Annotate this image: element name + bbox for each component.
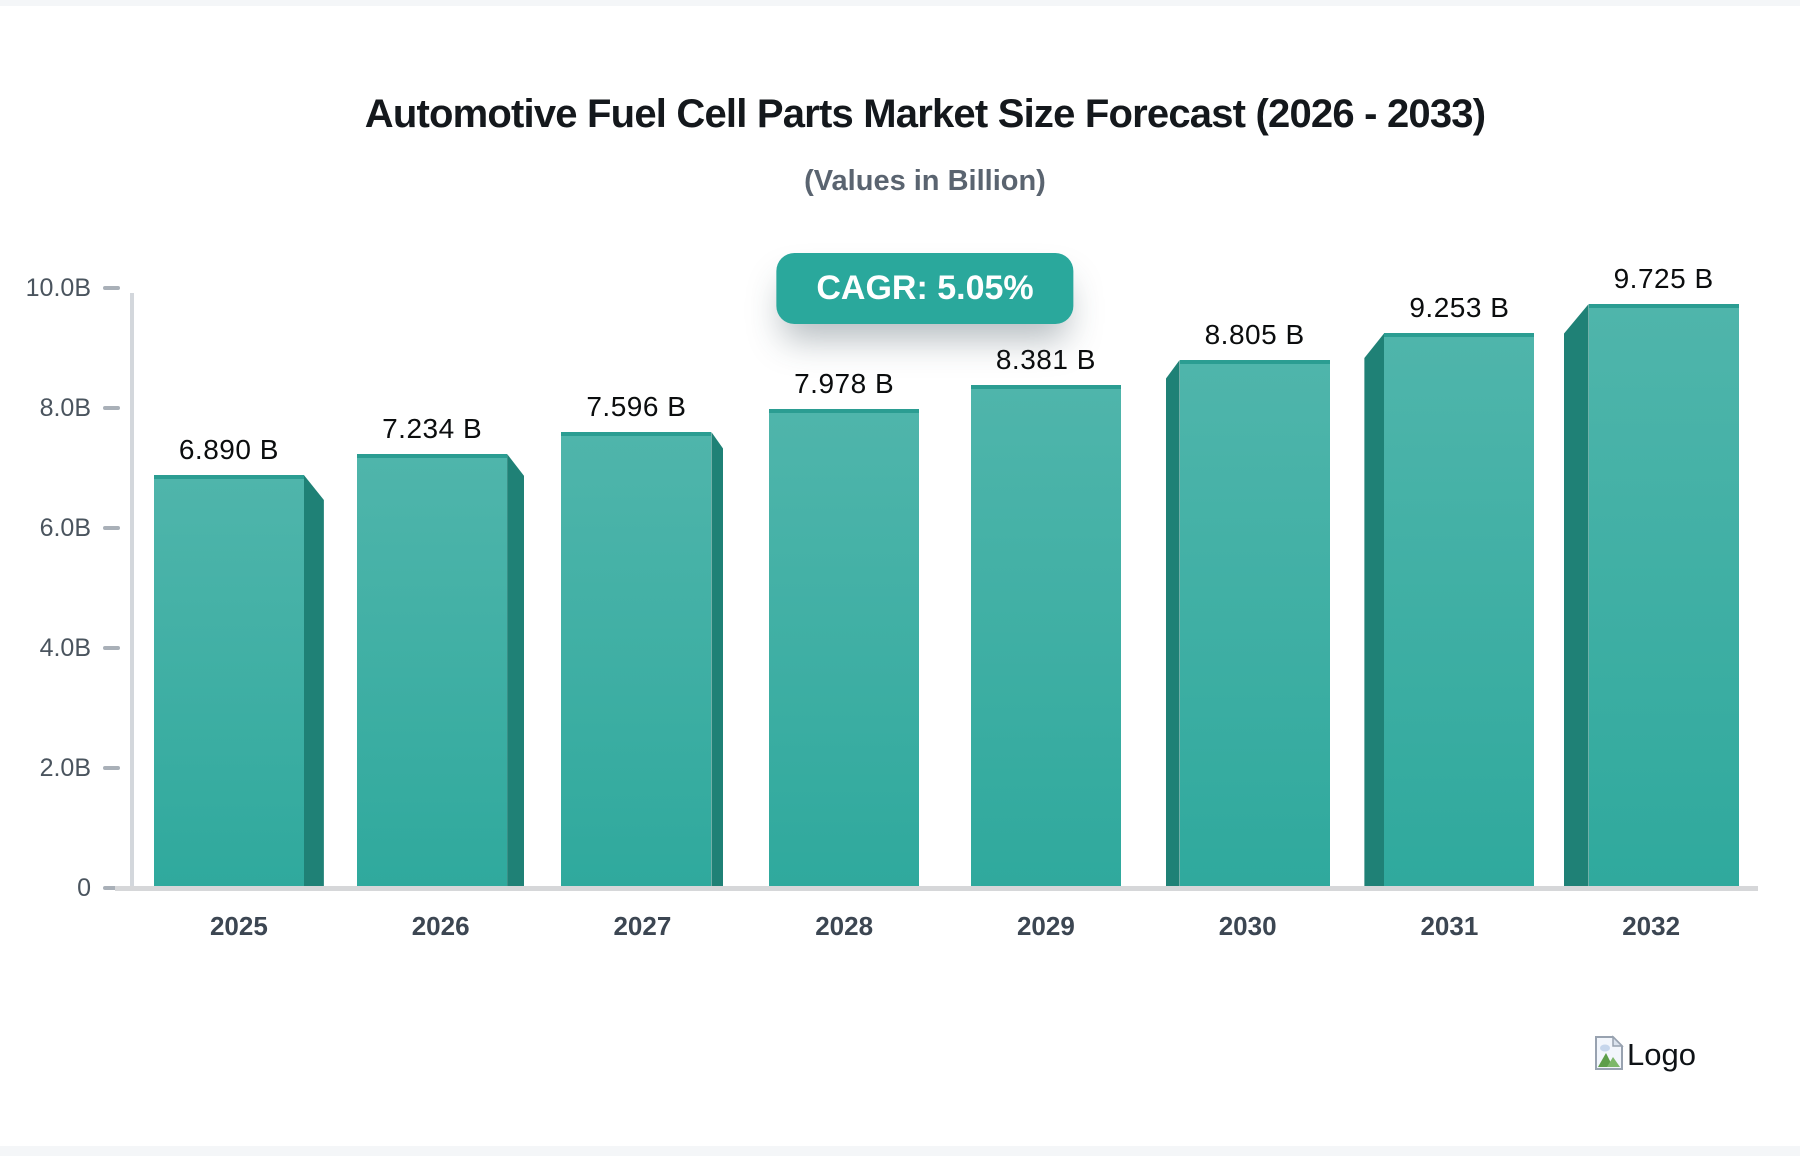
bar-group: 7.234 B xyxy=(340,413,542,888)
y-axis-tick-mark xyxy=(103,286,120,290)
x-axis-category-label: 2025 xyxy=(209,911,268,941)
chart-subtitle: (Values in Billion) xyxy=(804,165,1046,197)
bar-group: 9.725 B xyxy=(1550,263,1752,888)
x-axis-line xyxy=(115,886,1758,891)
cagr-badge: CAGR: 5.05% xyxy=(776,253,1074,324)
bar-front-face xyxy=(561,432,712,888)
bar[interactable] xyxy=(1165,360,1330,888)
y-axis-tick-mark xyxy=(103,766,120,770)
bar[interactable] xyxy=(153,475,324,888)
y-axis-tick: 0 xyxy=(0,873,120,903)
bar-group: 8.381 B xyxy=(945,344,1147,888)
bar-front-face xyxy=(970,385,1121,888)
bar-value-label: 9.253 B xyxy=(1409,292,1510,323)
y-axis-tick-label: 8.0B xyxy=(39,393,91,422)
bar[interactable] xyxy=(769,409,920,888)
y-axis-tick-label: 0 xyxy=(77,873,91,902)
bar-side-face xyxy=(507,454,525,888)
y-axis-line xyxy=(130,293,134,888)
bar-side-face xyxy=(1364,333,1385,888)
bar-group: 6.890 B xyxy=(138,434,340,888)
y-axis-tick-label: 2.0B xyxy=(39,753,91,782)
bar-front-face xyxy=(1384,333,1535,888)
logo: Logo xyxy=(1593,1034,1696,1072)
bar-group: 7.978 B xyxy=(743,368,945,888)
bar-side-face xyxy=(1165,360,1180,888)
bar-group: 7.596 B xyxy=(542,391,744,888)
x-axis-category-label: 2030 xyxy=(1218,911,1277,941)
y-axis-tick-mark xyxy=(103,886,120,890)
x-axis-labels: 2025 2026 2027 2028 2029 2030 2031 2032 xyxy=(138,911,1752,942)
chart-card: Automotive Fuel Cell Parts Market Size F… xyxy=(0,6,1800,1146)
bar-value-label: 6.890 B xyxy=(178,434,279,465)
y-axis-tick: 4.0B xyxy=(0,633,120,663)
bar[interactable] xyxy=(970,385,1121,888)
chart-header: Automotive Fuel Cell Parts Market Size F… xyxy=(50,6,1800,198)
y-axis-tick-mark xyxy=(103,526,120,530)
bar-side-face xyxy=(1563,304,1589,888)
x-axis-category-label: 2032 xyxy=(1622,911,1681,941)
y-axis-tick: 10.0B xyxy=(0,273,120,303)
y-axis-tick: 6.0B xyxy=(0,513,120,543)
bar-group: 9.253 B xyxy=(1349,292,1551,888)
bar[interactable] xyxy=(561,432,724,888)
plot-area: 10.0B 8.0B 6.0B 4.0B 2.0B 0 6.890 B 7.23… xyxy=(0,263,1758,902)
broken-image-icon xyxy=(1595,1035,1624,1070)
y-axis-tick-label: 4.0B xyxy=(39,633,91,662)
bar-value-label: 7.978 B xyxy=(794,368,895,399)
bar-value-label: 7.596 B xyxy=(586,391,687,422)
bar[interactable] xyxy=(357,454,525,888)
y-axis-tick-label: 10.0B xyxy=(25,273,91,302)
logo-text: Logo xyxy=(1627,1037,1696,1072)
bar-value-label: 8.381 B xyxy=(995,344,1096,375)
bar-value-label: 7.234 B xyxy=(382,413,483,444)
y-axis-tick: 8.0B xyxy=(0,393,120,423)
y-axis-tick-mark xyxy=(103,646,120,650)
bar-value-label: 8.805 B xyxy=(1204,319,1305,350)
bar-value-label: 9.725 B xyxy=(1613,263,1714,294)
bar-side-face xyxy=(711,432,724,888)
bar-group: 8.805 B xyxy=(1147,319,1349,888)
y-axis-tick: 2.0B xyxy=(0,753,120,783)
chart-title: Automotive Fuel Cell Parts Market Size F… xyxy=(364,92,1486,136)
y-axis-tick-mark xyxy=(103,406,120,410)
x-axis-category-label: 2028 xyxy=(815,911,874,941)
bar-front-face xyxy=(1588,304,1739,888)
bar-front-face xyxy=(1179,360,1330,888)
x-axis-category-label: 2029 xyxy=(1016,911,1075,941)
bar-front-face xyxy=(769,409,920,888)
x-axis-category-label: 2031 xyxy=(1420,911,1479,941)
bar-front-face xyxy=(153,475,304,888)
bar[interactable] xyxy=(1563,304,1739,888)
x-axis-category-label: 2026 xyxy=(411,911,470,941)
bar-side-face xyxy=(303,475,324,888)
bars-row: 6.890 B 7.234 B 7.596 B 7.978 B 8.381 B xyxy=(138,263,1752,888)
x-axis-category-label: 2027 xyxy=(613,911,672,941)
bar[interactable] xyxy=(1364,333,1535,888)
bar-front-face xyxy=(357,454,508,888)
y-axis-tick-label: 6.0B xyxy=(39,513,91,542)
